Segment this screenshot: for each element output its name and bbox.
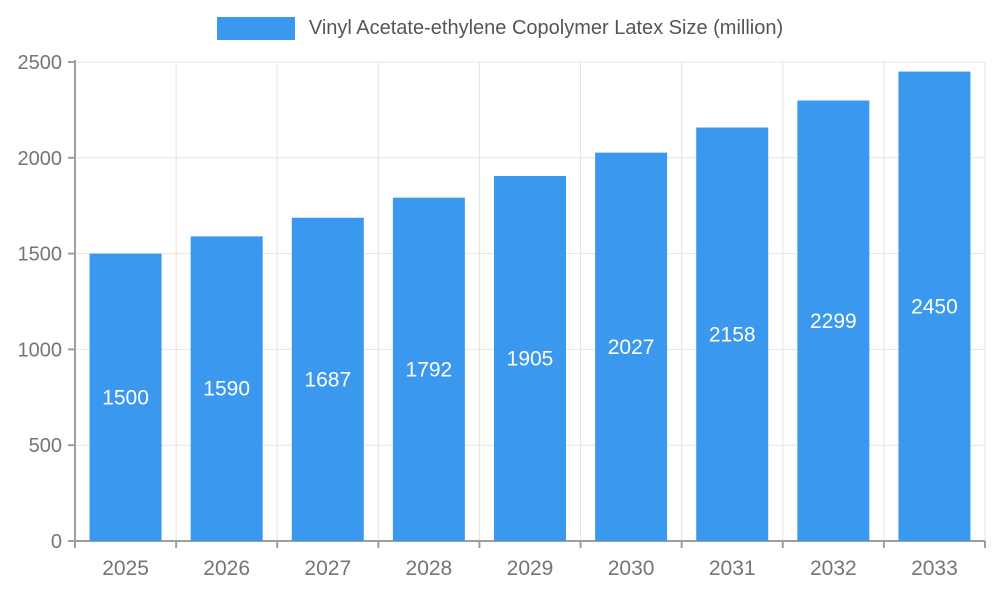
bar-value-label: 1590 xyxy=(203,378,250,401)
bar-value-label: 2027 xyxy=(608,336,655,359)
y-tick-label: 1000 xyxy=(18,339,63,361)
x-tick-label: 2033 xyxy=(911,557,958,580)
y-tick-label: 0 xyxy=(51,531,62,553)
bar-2032 xyxy=(797,100,870,541)
bar-2029 xyxy=(494,176,566,541)
bar-value-label: 2158 xyxy=(709,323,756,346)
y-tick-label: 500 xyxy=(29,435,62,457)
x-tick-label: 2027 xyxy=(304,557,351,580)
bar-value-label: 1905 xyxy=(507,348,554,371)
x-tick-label: 2030 xyxy=(608,557,655,580)
bar-value-label: 2450 xyxy=(911,295,958,318)
bar-value-label: 2299 xyxy=(810,310,857,333)
y-tick-label: 2500 xyxy=(18,52,63,74)
x-tick-label: 2032 xyxy=(810,557,857,580)
bar-2030 xyxy=(595,152,668,541)
bar-2033 xyxy=(898,71,971,541)
y-tick-label: 2000 xyxy=(18,148,63,170)
x-tick-label: 2025 xyxy=(102,557,149,580)
bar-2025 xyxy=(89,253,162,541)
bar-2028 xyxy=(392,197,465,541)
bar-value-label: 1687 xyxy=(304,368,351,391)
y-tick-label: 1500 xyxy=(18,244,63,266)
bar-value-label: 1500 xyxy=(102,386,149,409)
x-tick-label: 2031 xyxy=(709,557,756,580)
bar-2027 xyxy=(291,217,364,541)
bar-value-label: 1792 xyxy=(406,358,453,381)
x-tick-label: 2028 xyxy=(406,557,453,580)
bar-2031 xyxy=(696,127,769,542)
x-tick-label: 2029 xyxy=(507,557,554,580)
bar-2026 xyxy=(190,236,263,541)
x-tick-label: 2026 xyxy=(203,557,250,580)
